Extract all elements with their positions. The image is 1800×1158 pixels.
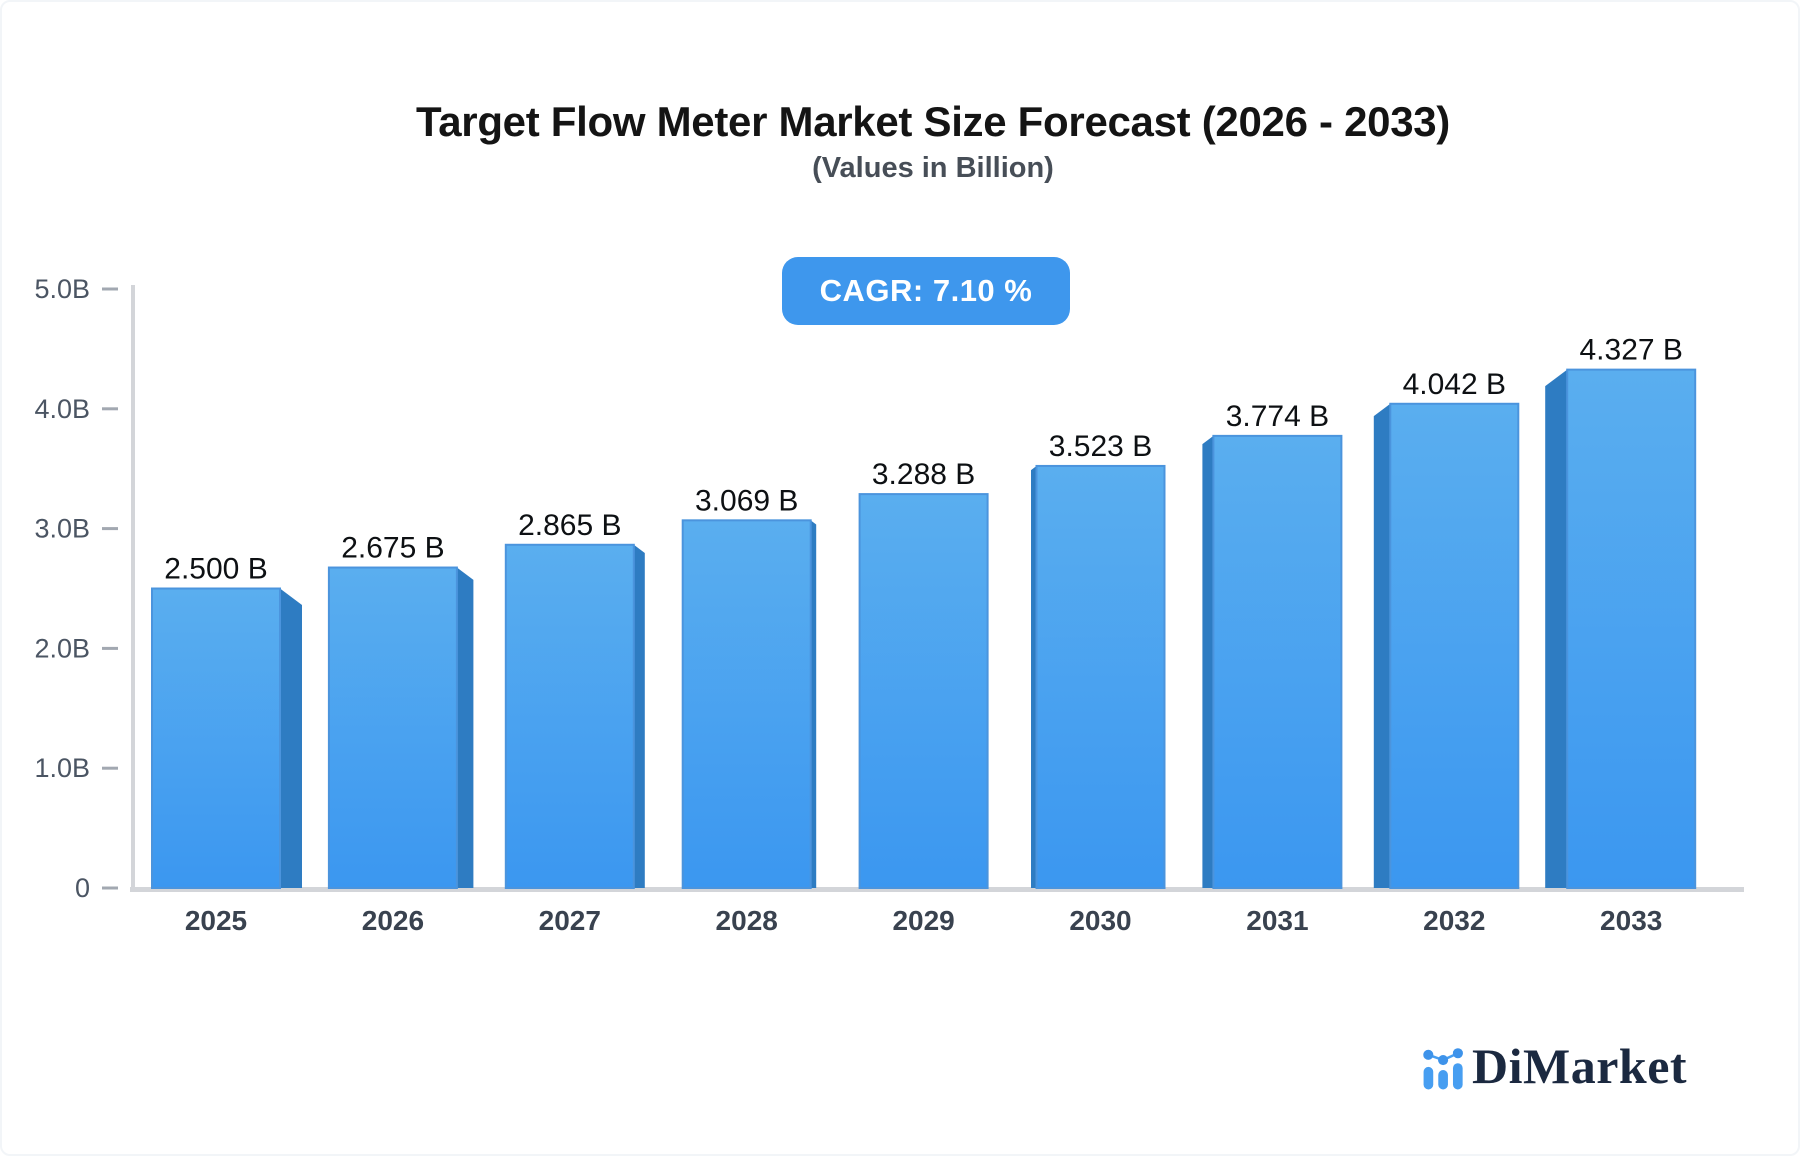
bar-face [1566, 368, 1697, 889]
bar-value-label: 3.288 B [872, 458, 975, 491]
bar-side-face [810, 520, 817, 888]
x-axis-label: 2025 [185, 905, 247, 936]
cagr-badge: CAGR: 7.10 % [781, 257, 1071, 325]
bar-value-label: 3.069 B [695, 484, 798, 517]
bar-group-2029: 3.288 B 2029 [858, 458, 989, 936]
x-axis-label: 2027 [539, 905, 601, 936]
x-axis-label: 2026 [362, 905, 424, 936]
bar-face [681, 519, 812, 889]
bar-value-label: 2.865 B [518, 509, 621, 542]
bar-side-face [633, 544, 645, 888]
bar-group-2025: 2.500 B 2025 [151, 553, 302, 936]
y-tick-mark [102, 886, 118, 890]
cagr-badge-row: CAGR: 7.10 % [54, 257, 1798, 325]
y-tick-label: 0 [75, 873, 90, 903]
bar-group-2032: 4.042 B 2032 [1373, 368, 1520, 936]
bar-face [151, 587, 281, 889]
y-tick-mark [102, 527, 118, 531]
y-tick-label: 3.0B [34, 514, 90, 544]
bar-side-face [1202, 435, 1214, 888]
page-title: Target Flow Meter Market Size Forecast (… [415, 98, 1450, 145]
bar-group-2031: 3.774 B 2031 [1202, 400, 1343, 936]
bar-value-label: 4.327 B [1579, 334, 1682, 367]
chart-subtitle: (Values in Billion) [812, 152, 1054, 184]
y-tick-label: 2.0B [34, 633, 90, 663]
brand-logo-text: DiMarket [1472, 1038, 1688, 1094]
x-axis-line [130, 887, 1744, 892]
bar-group-2028: 3.069 B 2028 [681, 484, 817, 936]
x-axis-label: 2029 [892, 905, 954, 936]
x-axis-label: 2033 [1600, 905, 1662, 936]
bar-value-label: 4.042 B [1403, 368, 1506, 401]
y-tick-mark [102, 646, 118, 650]
bar-face [1035, 464, 1166, 889]
bar-group-2027: 2.865 B 2027 [504, 509, 645, 936]
bar-group-2026: 2.675 B 2026 [327, 532, 474, 936]
bar-group-2033: 4.327 B 2033 [1545, 334, 1697, 936]
bar-value-label: 2.675 B [341, 532, 444, 565]
y-tick-mark [102, 766, 118, 770]
bar-group-2030: 3.523 B 2030 [1031, 430, 1166, 936]
brand-logo: DiMarket [1423, 1038, 1688, 1094]
bar-side-face [456, 567, 474, 888]
bar-side-face [1373, 403, 1391, 888]
y-tick-mark [102, 287, 118, 291]
bar-face [327, 566, 458, 889]
bar-face [1212, 434, 1343, 889]
bar-value-label: 2.500 B [164, 553, 267, 586]
y-tick-label: 4.0B [34, 394, 90, 424]
x-axis-label: 2030 [1069, 905, 1131, 936]
bar-value-label: 3.523 B [1049, 430, 1152, 463]
bar-face [1389, 402, 1520, 889]
bar-side-face [1545, 369, 1568, 889]
bar-face [504, 543, 635, 889]
x-axis-label: 2032 [1423, 905, 1485, 936]
y-tick-label: 1.0B [34, 753, 90, 783]
x-axis-label: 2028 [716, 905, 778, 936]
bar-face [858, 493, 989, 889]
bar-value-label: 3.774 B [1226, 400, 1329, 433]
bar-side-face [1031, 465, 1037, 888]
y-tick-mark [102, 407, 118, 411]
y-tick-label: 5.0B [34, 274, 90, 304]
x-axis-label: 2031 [1246, 905, 1308, 936]
bar-chart-logo-icon [1423, 1048, 1463, 1090]
y-axis-line [131, 285, 135, 892]
bar-side-face [280, 588, 302, 888]
